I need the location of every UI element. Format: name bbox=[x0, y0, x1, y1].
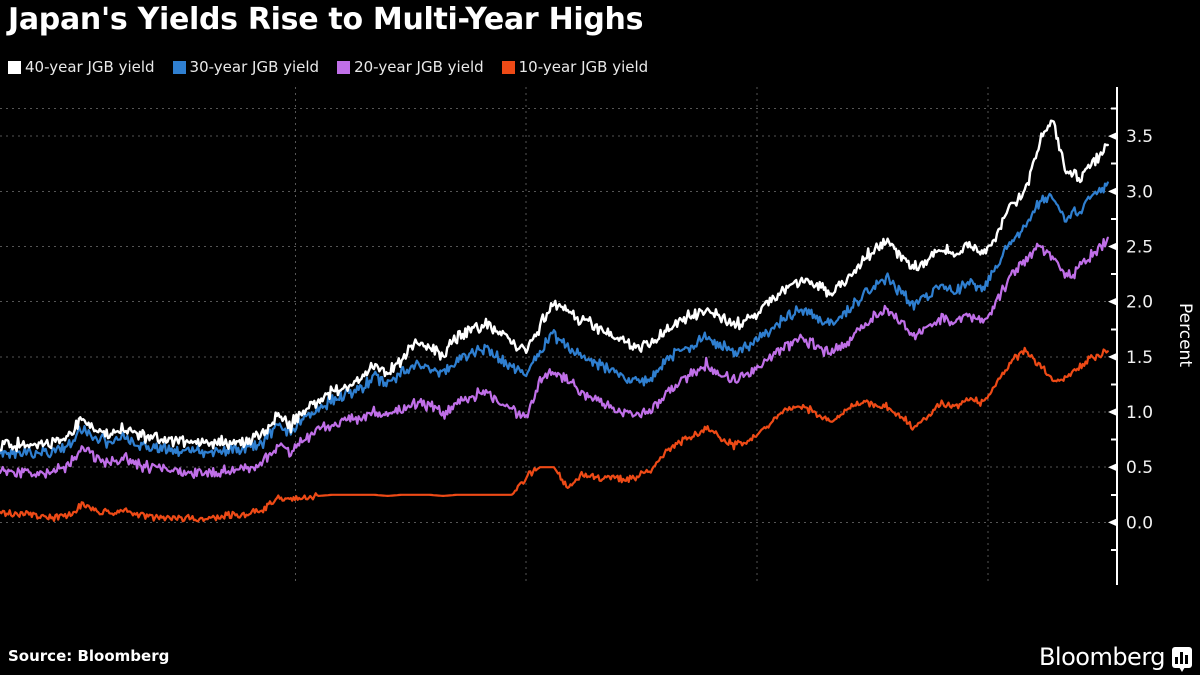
page-title: Japan's Yields Rise to Multi-Year Highs bbox=[8, 2, 644, 37]
legend-item-10year[interactable]: 10-year JGB yield bbox=[501, 58, 649, 76]
y-axis-title: Percent bbox=[1175, 303, 1195, 367]
legend-label: 10-year JGB yield bbox=[518, 58, 649, 76]
y-tick-major bbox=[1108, 463, 1117, 472]
bloomberg-brand: Bloomberg bbox=[1038, 643, 1192, 672]
legend-item-40year[interactable]: 40-year JGB yield bbox=[8, 58, 155, 76]
source-label: Source: Bloomberg bbox=[8, 647, 170, 665]
y-tick-label: 2.0 bbox=[1126, 293, 1153, 313]
bloomberg-terminal-icon bbox=[1172, 646, 1192, 672]
legend-item-30year[interactable]: 30-year JGB yield bbox=[172, 58, 320, 76]
y-tick-major bbox=[1108, 518, 1117, 527]
y-tick-major bbox=[1108, 242, 1117, 251]
line-chart-svg: 0.00.51.01.52.02.53.03.52021202220232024… bbox=[0, 87, 1153, 585]
legend-label: 30-year JGB yield bbox=[189, 58, 320, 76]
y-tick-major bbox=[1108, 297, 1117, 306]
brand-wordmark: Bloomberg bbox=[1038, 643, 1166, 671]
legend-swatch-icon bbox=[8, 60, 21, 74]
y-tick-label: 3.0 bbox=[1126, 182, 1153, 202]
chart-legend: 40-year JGB yield 30-year JGB yield 20-yea… bbox=[8, 58, 666, 76]
y-tick-label: 0.5 bbox=[1126, 458, 1153, 478]
legend-swatch-icon bbox=[501, 60, 515, 74]
y-tick-label: 0.0 bbox=[1126, 513, 1153, 533]
legend-label: 20-year JGB yield bbox=[354, 58, 484, 76]
y-tick-label: 3.5 bbox=[1126, 127, 1153, 147]
legend-swatch-icon bbox=[172, 60, 186, 74]
legend-label: 40-year JGB yield bbox=[25, 58, 155, 76]
chart-footer: Source: Bloomberg Bloomberg bbox=[0, 639, 1200, 675]
y-tick-label: 2.5 bbox=[1126, 238, 1153, 258]
legend-swatch-icon bbox=[337, 60, 351, 74]
series-line-20year bbox=[0, 236, 1109, 479]
y-tick-major bbox=[1108, 408, 1117, 417]
y-tick-label: 1.0 bbox=[1126, 403, 1153, 423]
series-line-30year bbox=[0, 181, 1109, 459]
series-line-10year bbox=[0, 346, 1109, 523]
legend-item-20year[interactable]: 20-year JGB yield bbox=[337, 58, 484, 76]
brand-bars bbox=[1175, 651, 1188, 664]
plot-area: 0.00.51.01.52.02.53.03.52021202220232024… bbox=[0, 85, 1200, 585]
y-tick-major bbox=[1108, 132, 1117, 141]
y-tick-major bbox=[1108, 187, 1117, 196]
y-axis-title-wrap: Percent bbox=[1172, 85, 1198, 585]
series-line-40year bbox=[0, 119, 1109, 453]
y-tick-major bbox=[1108, 352, 1117, 361]
y-tick-label: 1.5 bbox=[1126, 348, 1153, 368]
